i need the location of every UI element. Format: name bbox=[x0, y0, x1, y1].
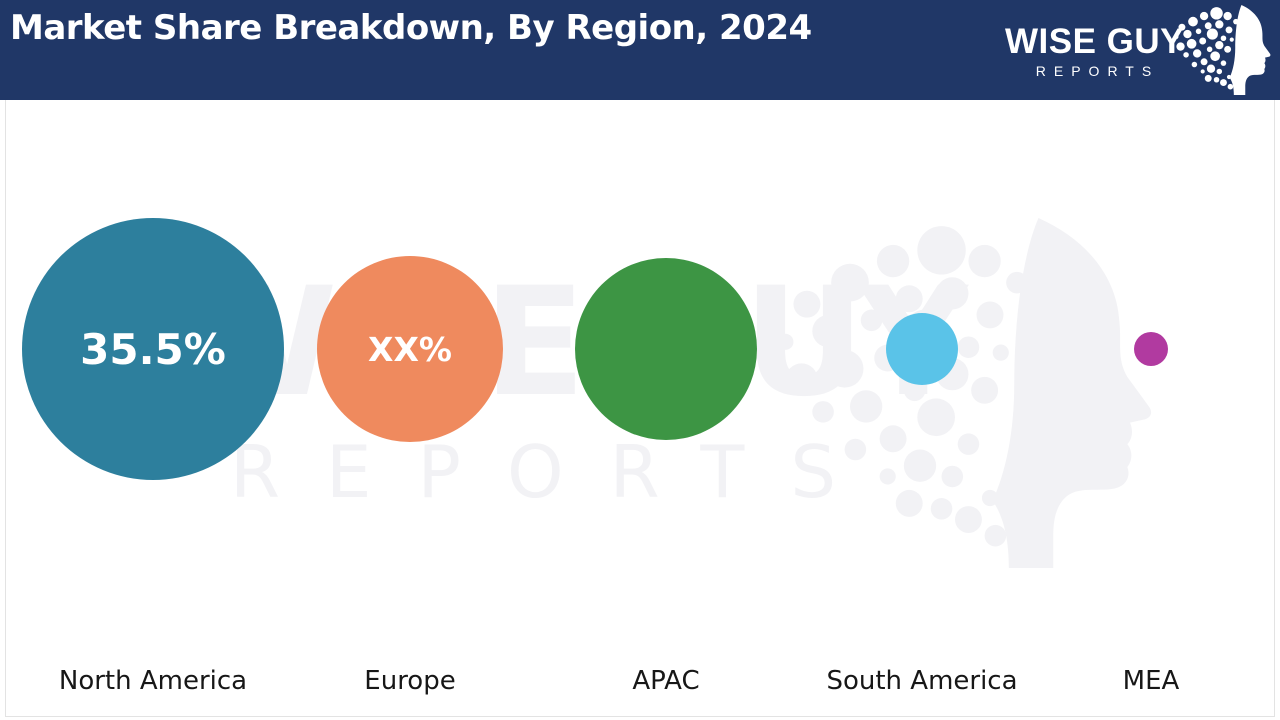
wise-guy-logo: WISE GUY REPORTS bbox=[1005, 4, 1272, 96]
logo-wordmark-line1: WISE GUY bbox=[1004, 21, 1184, 61]
category-label-mea: MEA bbox=[1122, 666, 1180, 696]
category-label-europe: Europe bbox=[364, 666, 456, 696]
watermark-wordmark-line2: REPORTS bbox=[230, 430, 883, 514]
logo-wordmark-line2: REPORTS bbox=[1035, 62, 1160, 79]
page-title: Market Share Breakdown, By Region, 2024 bbox=[10, 8, 812, 48]
category-label-apac: APAC bbox=[632, 666, 700, 696]
bubble-apac bbox=[575, 258, 757, 440]
bubble-mea bbox=[1134, 332, 1168, 366]
bubble-europe: XX% bbox=[317, 256, 503, 442]
category-label-north-america: North America bbox=[58, 666, 248, 696]
bubble-value-label: 35.5% bbox=[80, 324, 226, 374]
category-label-south-america: South America bbox=[826, 666, 1018, 696]
bubble-value-label: XX% bbox=[368, 329, 452, 369]
watermark-wordmark-line1: WISE GUY bbox=[172, 256, 968, 430]
logo-wordmark: WISE GUY REPORTS bbox=[1005, 22, 1184, 79]
watermark-head-icon bbox=[740, 218, 1170, 568]
header: Market Share Breakdown, By Region, 2024 … bbox=[0, 0, 1280, 100]
bubble-south-america bbox=[886, 313, 958, 385]
bubble-north-america: 35.5% bbox=[22, 218, 284, 480]
